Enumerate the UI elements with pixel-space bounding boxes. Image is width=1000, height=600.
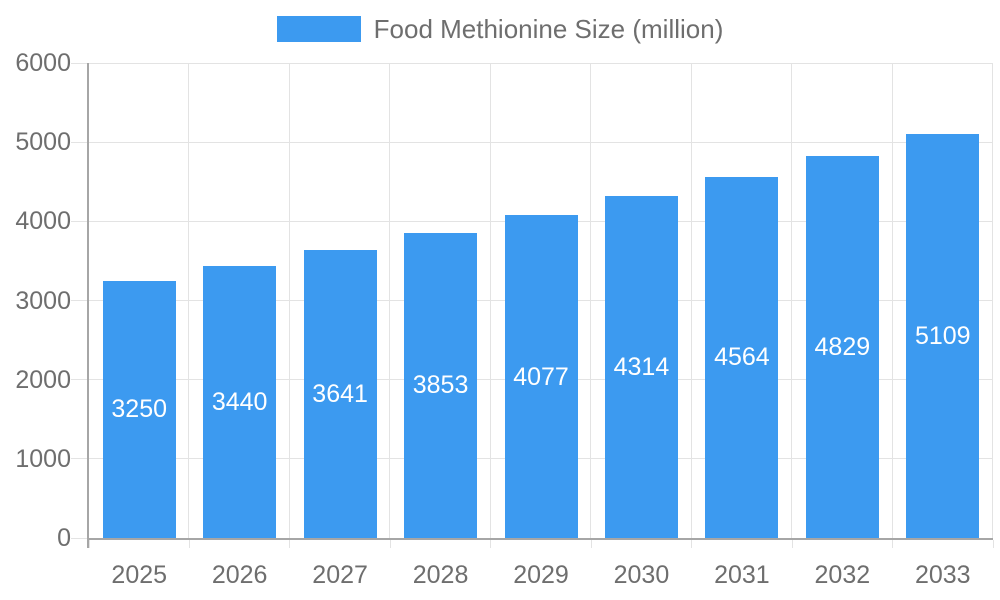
y-axis-tick-label: 4000 bbox=[15, 207, 71, 236]
gridline bbox=[992, 63, 993, 538]
gridline bbox=[89, 62, 993, 64]
bar-value-label: 4314 bbox=[613, 353, 670, 382]
bar-value-label: 4077 bbox=[513, 362, 569, 391]
x-axis-tick-label: 2027 bbox=[312, 561, 368, 589]
plot-area: 0 1000 2000 3000 4000 5000 6000 3250 2025 3440 202… bbox=[15, 49, 994, 589]
y-axis-tick bbox=[71, 141, 87, 143]
bar-2031[interactable]: 4564 bbox=[705, 176, 779, 538]
gridline bbox=[690, 63, 692, 538]
x-axis-tick bbox=[389, 540, 391, 548]
bar-value-label: 3440 bbox=[211, 387, 268, 416]
bar-value-label: 4564 bbox=[714, 343, 770, 372]
y-axis-tick-label: 5000 bbox=[15, 128, 71, 157]
legend-item[interactable]: Food Methionine Size (million) bbox=[276, 14, 724, 44]
x-axis-tick-label: 2028 bbox=[412, 561, 469, 589]
gridline bbox=[791, 63, 793, 538]
bar-2033[interactable]: 5109 bbox=[906, 133, 980, 538]
bar-2029[interactable]: 4077 bbox=[504, 215, 578, 538]
bar-2027[interactable]: 3641 bbox=[303, 249, 377, 538]
gridline bbox=[188, 63, 190, 538]
gridline bbox=[590, 63, 592, 538]
bar-value-label: 5109 bbox=[914, 321, 971, 350]
legend-swatch bbox=[276, 16, 361, 42]
bar-value-label: 3250 bbox=[111, 395, 168, 424]
y-axis-tick-label: 6000 bbox=[15, 49, 71, 77]
x-axis-tick bbox=[590, 540, 592, 548]
y-axis-tick bbox=[71, 379, 87, 381]
y-axis-tick bbox=[71, 458, 87, 460]
y-axis-tick bbox=[71, 300, 87, 301]
y-axis-extension bbox=[87, 540, 89, 548]
gridline bbox=[891, 63, 893, 538]
bar-value-label: 3853 bbox=[412, 371, 469, 400]
x-axis-tick bbox=[892, 540, 894, 548]
y-axis-tick-label: 1000 bbox=[15, 444, 71, 473]
x-axis-tick bbox=[88, 540, 90, 548]
x-axis-tick bbox=[691, 540, 693, 548]
bar-2032[interactable]: 4829 bbox=[805, 155, 879, 538]
bar-2030[interactable]: 4314 bbox=[604, 196, 678, 538]
legend-label: Food Methionine Size (million) bbox=[373, 14, 724, 44]
legend: Food Methionine Size (million) bbox=[0, 14, 1000, 44]
bar-2028[interactable]: 3853 bbox=[404, 232, 478, 538]
x-axis-tick-label: 2025 bbox=[111, 561, 168, 589]
x-axis-tick-label: 2031 bbox=[714, 561, 770, 589]
bar-value-label: 3641 bbox=[312, 379, 368, 408]
x-axis-tick-label: 2032 bbox=[814, 561, 871, 589]
bar-2025[interactable]: 3250 bbox=[102, 280, 176, 538]
gridline bbox=[489, 63, 491, 538]
x-axis-tick bbox=[791, 540, 793, 548]
x-axis-tick bbox=[992, 540, 994, 548]
x-axis-tick-label: 2026 bbox=[211, 561, 268, 589]
y-axis-tick bbox=[71, 537, 87, 539]
y-axis-tick-label: 2000 bbox=[15, 365, 71, 394]
x-axis-tick-label: 2030 bbox=[613, 561, 670, 589]
y-axis-tick bbox=[71, 62, 87, 64]
gridline bbox=[288, 63, 290, 538]
x-axis-tick bbox=[188, 540, 190, 548]
gridline bbox=[389, 63, 391, 538]
x-axis-tick-label: 2033 bbox=[914, 561, 971, 589]
y-axis-tick-label: 3000 bbox=[15, 286, 71, 315]
x-axis-tick bbox=[289, 540, 291, 548]
bar-value-label: 4829 bbox=[814, 332, 871, 361]
y-axis-tick-label: 0 bbox=[57, 524, 71, 552]
x-axis-tick-label: 2029 bbox=[513, 561, 569, 589]
x-axis-tick bbox=[490, 540, 492, 548]
y-axis-tick bbox=[71, 220, 87, 222]
gridline bbox=[89, 141, 993, 143]
bar-2026[interactable]: 3440 bbox=[203, 265, 277, 538]
